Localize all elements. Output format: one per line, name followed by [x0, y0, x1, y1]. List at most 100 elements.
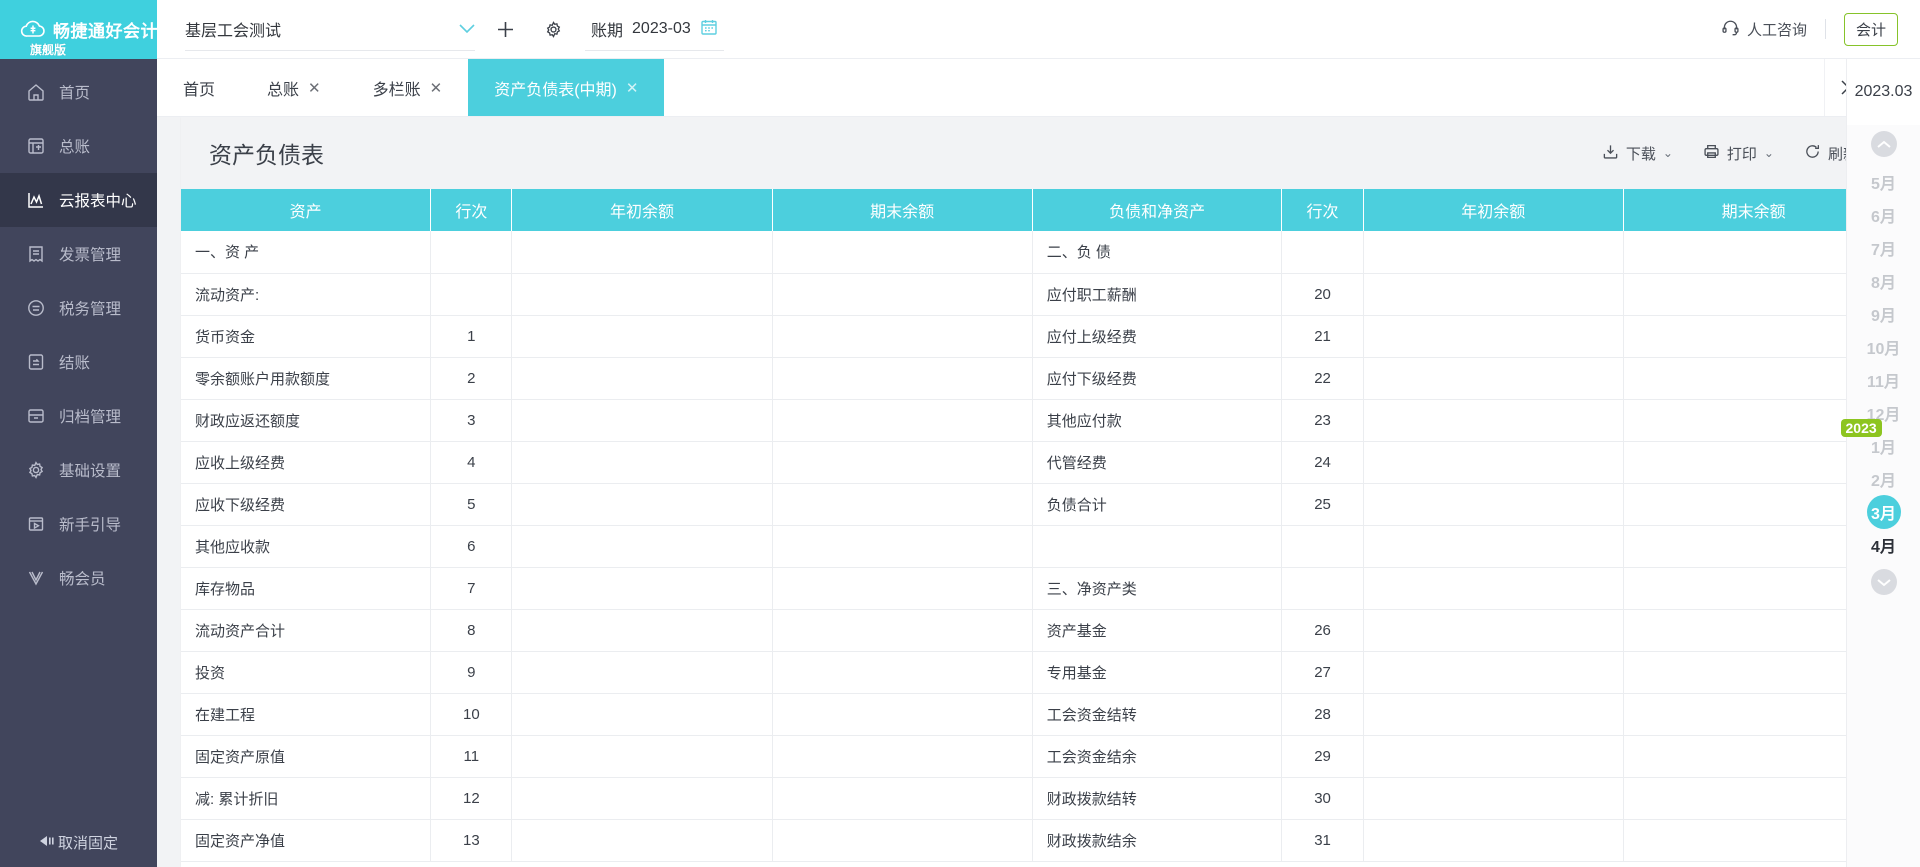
cell-asset-end[interactable] — [772, 819, 1033, 862]
cell-asset-name[interactable]: 库存物品 — [181, 567, 432, 610]
cell-asset-lineno[interactable]: 8 — [430, 609, 513, 652]
cell-asset-name[interactable]: 固定资产原值 — [181, 735, 432, 778]
cell-liability-begin[interactable] — [1363, 819, 1624, 862]
cell-asset-end[interactable] — [772, 525, 1033, 568]
cell-liability-name[interactable]: 负债合计 — [1032, 483, 1283, 526]
table-row[interactable]: 零余额账户用款额度 2 应付下级经费 22 — [181, 357, 1884, 400]
cell-liability-end[interactable] — [1623, 819, 1884, 862]
cell-asset-begin[interactable] — [511, 525, 773, 568]
rail-month-6月[interactable]: 6月 — [1847, 198, 1920, 231]
cell-asset-lineno[interactable]: 5 — [430, 483, 513, 526]
rail-month-8月[interactable]: 8月 — [1847, 264, 1920, 297]
org-selector[interactable]: 基层工会测试 — [185, 17, 475, 51]
table-row[interactable]: 应收上级经费 4 代管经费 24 — [181, 441, 1884, 484]
cell-asset-name[interactable]: 流动资产: — [181, 273, 432, 316]
brand-header[interactable]: 畅捷通好会计 旗舰版 — [0, 0, 158, 59]
cell-asset-lineno[interactable]: 2 — [430, 357, 513, 400]
col-asset-begin[interactable]: 年初余额 — [511, 189, 773, 231]
cell-liability-begin[interactable] — [1363, 399, 1624, 442]
cell-asset-end[interactable] — [772, 735, 1033, 778]
cell-liability-lineno[interactable]: 30 — [1281, 777, 1364, 820]
cell-liability-lineno[interactable]: 20 — [1281, 273, 1364, 316]
cell-asset-name[interactable]: 应收下级经费 — [181, 483, 432, 526]
table-row[interactable]: 固定资产净值 13 财政拨款结余 31 — [181, 819, 1884, 862]
cell-liability-lineno[interactable]: 28 — [1281, 693, 1364, 736]
rail-month-3月[interactable]: 3月 — [1847, 494, 1920, 529]
tab-general-ledger[interactable]: 总账 ✕ — [241, 59, 347, 116]
table-row[interactable]: 减: 累计折旧 12 财政拨款结转 30 — [181, 777, 1884, 820]
table-row[interactable]: 应收下级经费 5 负债合计 25 — [181, 483, 1884, 526]
cell-liability-name[interactable]: 二、负 债 — [1032, 231, 1283, 274]
rail-month-2月[interactable]: 2月 — [1847, 462, 1920, 495]
cell-liability-lineno[interactable]: 27 — [1281, 651, 1364, 694]
cell-liability-lineno[interactable]: 31 — [1281, 819, 1364, 862]
cell-asset-name[interactable]: 流动资产合计 — [181, 609, 432, 652]
sidebar-item-ledger[interactable]: 总账 — [0, 119, 157, 173]
cell-liability-lineno[interactable] — [1281, 525, 1364, 568]
sidebar-item-archive[interactable]: 归档管理 — [0, 389, 157, 443]
table-row[interactable]: 流动资产: 应付职工薪酬 20 — [181, 273, 1884, 316]
cell-liability-lineno[interactable]: 29 — [1281, 735, 1364, 778]
cell-asset-end[interactable] — [772, 441, 1033, 484]
table-row[interactable]: 财政应返还额度 3 其他应付款 23 — [181, 399, 1884, 442]
cell-asset-lineno[interactable]: 10 — [430, 693, 513, 736]
cell-asset-begin[interactable] — [511, 693, 773, 736]
close-icon[interactable]: ✕ — [625, 79, 639, 97]
cell-asset-lineno[interactable]: 7 — [430, 567, 513, 610]
cell-asset-end[interactable] — [772, 399, 1033, 442]
cell-liability-name[interactable]: 应付职工薪酬 — [1032, 273, 1283, 316]
cell-asset-lineno[interactable]: 6 — [430, 525, 513, 568]
cell-asset-name[interactable]: 财政应返还额度 — [181, 399, 432, 442]
cell-asset-name[interactable]: 其他应收款 — [181, 525, 432, 568]
cell-liability-name[interactable]: 资产基金 — [1032, 609, 1283, 652]
cell-liability-end[interactable] — [1623, 651, 1884, 694]
cell-asset-begin[interactable] — [511, 357, 773, 400]
cell-liability-begin[interactable] — [1363, 525, 1624, 568]
cell-liability-begin[interactable] — [1363, 273, 1624, 316]
col-liability-lineno[interactable]: 行次 — [1281, 189, 1364, 231]
sidebar-item-cloud-reports[interactable]: 云报表中心 — [0, 173, 157, 227]
cell-asset-lineno[interactable]: 4 — [430, 441, 513, 484]
tab-multicolumn-ledger[interactable]: 多栏账 ✕ — [347, 59, 469, 116]
table-row[interactable]: 其他应收款 6 — [181, 525, 1884, 568]
cell-liability-begin[interactable] — [1363, 567, 1624, 610]
col-liability-end[interactable]: 期末余额 — [1623, 189, 1884, 231]
cell-asset-end[interactable] — [772, 777, 1033, 820]
cell-liability-end[interactable] — [1623, 231, 1884, 274]
cell-liability-end[interactable] — [1623, 735, 1884, 778]
cell-liability-name[interactable]: 其他应付款 — [1032, 399, 1283, 442]
cell-asset-begin[interactable] — [511, 399, 773, 442]
rail-month-11月[interactable]: 11月 — [1847, 363, 1920, 396]
cell-asset-end[interactable] — [772, 231, 1033, 274]
cell-asset-begin[interactable] — [511, 315, 773, 358]
cell-asset-begin[interactable] — [511, 735, 773, 778]
rail-month-4月[interactable]: 4月 — [1847, 528, 1920, 561]
cell-asset-lineno[interactable]: 1 — [430, 315, 513, 358]
cell-asset-end[interactable] — [772, 483, 1033, 526]
cell-liability-lineno[interactable]: 22 — [1281, 357, 1364, 400]
cell-asset-begin[interactable] — [511, 231, 773, 274]
rail-month-1月[interactable]: 2023 1月 — [1840, 419, 1920, 462]
cell-liability-name[interactable]: 三、净资产类 — [1032, 567, 1283, 610]
cell-liability-lineno[interactable] — [1281, 231, 1364, 274]
cell-asset-begin[interactable] — [511, 483, 773, 526]
cell-asset-lineno[interactable] — [430, 231, 513, 274]
cell-asset-name[interactable]: 零余额账户用款额度 — [181, 357, 432, 400]
sidebar-item-invoice[interactable]: 发票管理 — [0, 227, 157, 281]
cell-asset-lineno[interactable]: 11 — [430, 735, 513, 778]
cell-asset-begin[interactable] — [511, 609, 773, 652]
cell-asset-lineno[interactable]: 9 — [430, 651, 513, 694]
sidebar-item-settings[interactable]: 基础设置 — [0, 443, 157, 497]
cell-liability-lineno[interactable]: 24 — [1281, 441, 1364, 484]
cell-liability-lineno[interactable]: 26 — [1281, 609, 1364, 652]
cell-asset-name[interactable]: 固定资产净值 — [181, 819, 432, 862]
sidebar-item-vip[interactable]: 畅会员 — [0, 551, 157, 605]
table-row[interactable]: 在建工程 10 工会资金结转 28 — [181, 693, 1884, 736]
period-selector[interactable]: 账期 2023-03 — [585, 17, 724, 51]
col-asset-end[interactable]: 期末余额 — [772, 189, 1033, 231]
cell-liability-name[interactable]: 工会资金结余 — [1032, 735, 1283, 778]
cell-liability-name[interactable]: 代管经费 — [1032, 441, 1283, 484]
cell-liability-begin[interactable] — [1363, 441, 1624, 484]
cell-liability-begin[interactable] — [1363, 609, 1624, 652]
cell-liability-end[interactable] — [1623, 315, 1884, 358]
